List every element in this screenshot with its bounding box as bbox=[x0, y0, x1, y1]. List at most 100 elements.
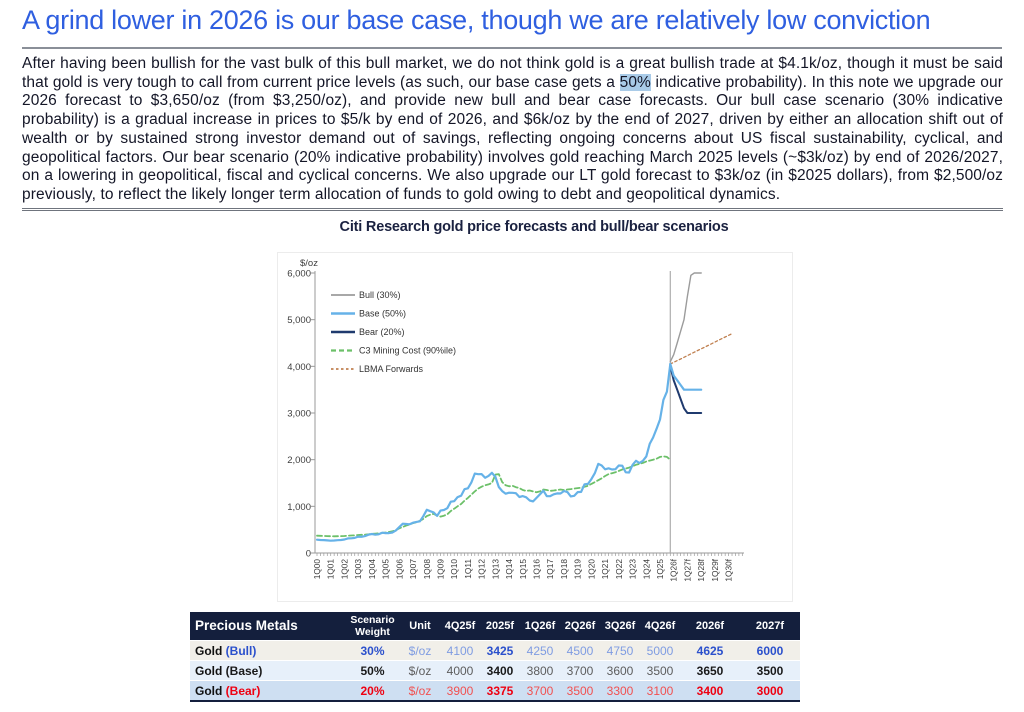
table-header-row: Precious Metals Scenario Weight Unit 4Q25f 20… bbox=[190, 612, 800, 641]
value-cell: 3400 bbox=[680, 680, 740, 702]
unit-cell: $/oz bbox=[400, 680, 440, 702]
x-tick-label: 1Q07 bbox=[408, 559, 418, 580]
value-cell: 5000 bbox=[640, 640, 680, 661]
value-cell: 3700 bbox=[560, 660, 600, 681]
table-header-cell: 1Q26f bbox=[520, 612, 560, 641]
y-tick-label: 0 bbox=[306, 549, 311, 560]
scenario-weight-cell: 30% bbox=[345, 640, 400, 661]
paragraph-text-pre: After having been bullish for the vast b… bbox=[22, 55, 1003, 91]
y-axis-unit-label: $/oz bbox=[300, 258, 318, 269]
title-divider bbox=[22, 47, 1002, 49]
x-tick-label: 1Q25 bbox=[655, 559, 665, 580]
value-cell: 3300 bbox=[600, 680, 640, 702]
value-cell: 3650 bbox=[680, 660, 740, 681]
scenario-label: (Base) bbox=[225, 663, 263, 678]
y-tick-label: 2,000 bbox=[287, 455, 311, 466]
table-header-cell: 4Q25f bbox=[440, 612, 480, 641]
value-cell: 3700 bbox=[520, 680, 560, 702]
x-tick-label: 1Q14 bbox=[504, 559, 514, 580]
x-tick-label: 1Q28f bbox=[696, 558, 706, 581]
value-cell: 3100 bbox=[640, 680, 680, 702]
value-cell: 3425 bbox=[480, 640, 520, 661]
x-tick-label: 1Q00 bbox=[312, 559, 322, 580]
value-cell: 4500 bbox=[560, 640, 600, 661]
x-tick-label: 1Q29f bbox=[710, 558, 720, 581]
table-header-cell: 3Q26f bbox=[600, 612, 640, 641]
scenario-label: (Bull) bbox=[225, 643, 257, 658]
x-tick-label: 1Q06 bbox=[394, 559, 404, 580]
y-tick-label: 5,000 bbox=[287, 315, 311, 326]
unit-cell: $/oz bbox=[400, 640, 440, 661]
table-header-cell: 4Q26f bbox=[640, 612, 680, 641]
series-lbma-forwards bbox=[669, 333, 733, 365]
x-tick-label: 1Q21 bbox=[600, 559, 610, 580]
x-tick-label: 1Q22 bbox=[614, 559, 624, 580]
x-tick-label: 1Q23 bbox=[628, 559, 638, 580]
value-cell: 4750 bbox=[600, 640, 640, 661]
chart-svg: 0 1,000 2,000 3,000 4,000 5,000 6,000$/oz 1Q00 1… bbox=[287, 258, 744, 582]
legend-label-3: Bear (20%) bbox=[359, 327, 405, 337]
gold-forecast-chart: 0 1,000 2,000 3,000 4,000 5,000 6,000 $/oz 1Q00 1… bbox=[277, 252, 793, 602]
table-header-cell: 2Q26f bbox=[560, 612, 600, 641]
unit-cell: $/oz bbox=[400, 660, 440, 681]
table-row-gold-bull: Gold (Bull) 30% $/oz 4100 3425 4250 4500 4750 50… bbox=[190, 640, 800, 661]
y-tick-label: 6,000 bbox=[287, 269, 311, 280]
table-header-cell: Precious Metals bbox=[190, 612, 345, 641]
x-tick-label: 1Q04 bbox=[367, 559, 377, 580]
value-cell: 6000 bbox=[740, 640, 800, 661]
value-cell: 4250 bbox=[520, 640, 560, 661]
x-tick-label: 1Q20 bbox=[586, 559, 596, 580]
page-title: A grind lower in 2026 is our base case, … bbox=[22, 5, 931, 35]
series-base-50- bbox=[669, 362, 703, 391]
value-cell: 4625 bbox=[680, 640, 740, 661]
scenario-label: (Bear) bbox=[225, 683, 261, 698]
legend-label-5: LBMA Forwards bbox=[359, 364, 424, 374]
x-tick-label: 1Q08 bbox=[422, 559, 432, 580]
value-cell: 3500 bbox=[560, 680, 600, 702]
paragraph-divider bbox=[22, 203, 1003, 211]
x-tick-label: 1Q26f bbox=[669, 558, 679, 581]
scenario-weight-cell: 20% bbox=[345, 680, 400, 702]
x-tick-label: 1Q17 bbox=[545, 559, 555, 580]
highlight-50pct: 50% bbox=[619, 73, 651, 91]
value-cell: 3900 bbox=[440, 680, 480, 702]
y-tick-label: 3,000 bbox=[287, 409, 311, 420]
x-tick-label: 1Q15 bbox=[518, 559, 528, 580]
value-cell: 3800 bbox=[520, 660, 560, 681]
x-tick-label: 1Q03 bbox=[353, 559, 363, 580]
value-cell: 3500 bbox=[740, 660, 800, 681]
scenario-weight-cell: 50% bbox=[345, 660, 400, 681]
metal-cell: Gold (Bear) bbox=[190, 680, 345, 702]
legend-label-2: Base (50%) bbox=[359, 309, 406, 319]
x-tick-label: 1Q12 bbox=[477, 559, 487, 580]
x-tick-label: 1Q19 bbox=[573, 559, 583, 580]
x-tick-label: 1Q27f bbox=[682, 558, 692, 581]
value-cell: 3400 bbox=[480, 660, 520, 681]
legend-label-4: C3 Mining Cost (90%ile) bbox=[359, 346, 456, 356]
table-header-cell: 2027f bbox=[740, 612, 800, 641]
x-tick-label: 1Q01 bbox=[326, 559, 336, 580]
y-tick-label: 4,000 bbox=[287, 362, 311, 373]
metal-cell: Gold (Bull) bbox=[190, 640, 345, 661]
x-tick-label: 1Q13 bbox=[490, 559, 500, 580]
table-row-gold-bear: Gold (Bear) 20% $/oz 3900 3375 3700 3500 3300 31… bbox=[190, 680, 800, 702]
table-header-cell: Scenario Weight bbox=[345, 612, 400, 641]
x-tick-label: 1Q11 bbox=[463, 559, 473, 579]
table-row-gold-base: Gold (Base) 50% $/oz 4000 3400 3800 3700 3600 35… bbox=[190, 660, 800, 681]
y-tick-label: 1,000 bbox=[287, 502, 311, 513]
chart-title: Citi Research gold price forecasts and b… bbox=[339, 219, 729, 235]
x-tick-label: 1Q16 bbox=[532, 559, 542, 580]
legend-label-1: Bull (30%) bbox=[359, 290, 401, 300]
x-tick-label: 1Q30f bbox=[724, 558, 734, 581]
table-header-cell: Unit bbox=[400, 612, 440, 641]
series-bull-30- bbox=[669, 272, 702, 363]
value-cell: 4000 bbox=[440, 660, 480, 681]
table-header-cell: 2026f bbox=[680, 612, 740, 641]
table-header-cell: 2025f bbox=[480, 612, 520, 641]
x-tick-label: 1Q18 bbox=[559, 559, 569, 580]
value-cell: 3500 bbox=[640, 660, 680, 681]
x-tick-label: 1Q10 bbox=[449, 559, 459, 580]
series-bear-20- bbox=[669, 365, 703, 414]
body-paragraph: After having been bullish for the vast b… bbox=[22, 55, 1003, 205]
x-tick-label: 1Q24 bbox=[641, 559, 651, 580]
